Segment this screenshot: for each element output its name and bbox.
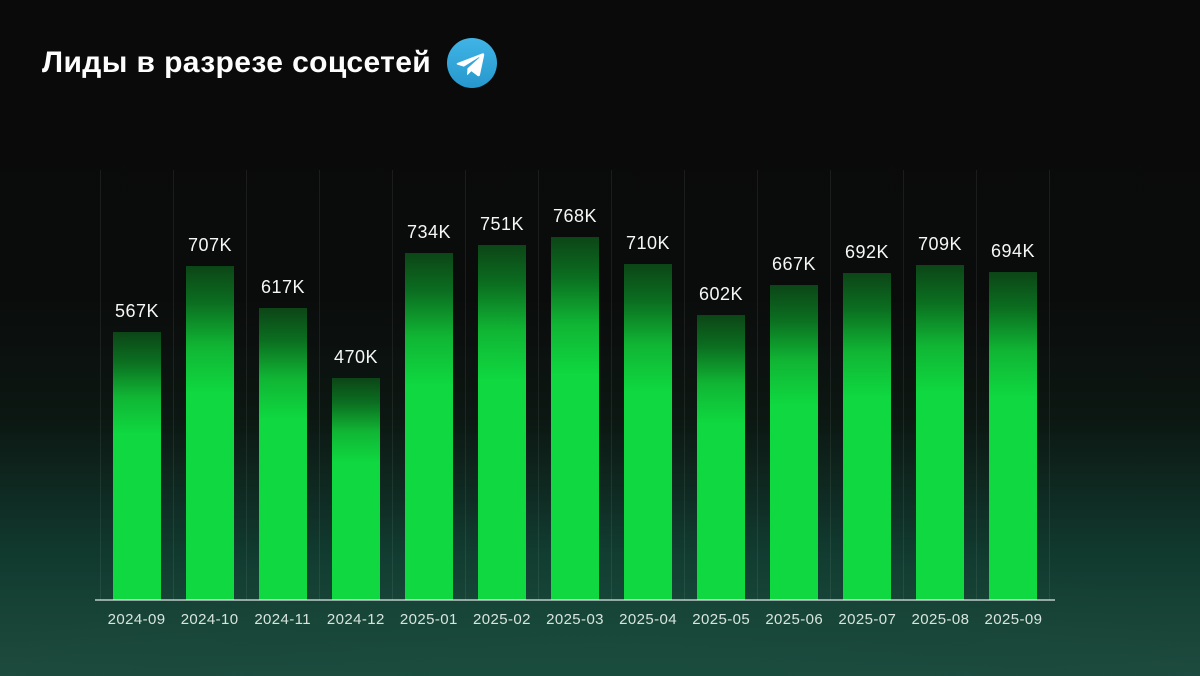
bar-value-label: 667K	[771, 254, 817, 274]
bar-column: 667K	[757, 170, 830, 600]
bar-column: 751K	[465, 170, 538, 600]
bar-column: 734K	[392, 170, 465, 600]
bar-column: 709K	[903, 170, 976, 600]
bar	[697, 315, 745, 600]
bar-column: 707K	[173, 170, 246, 600]
bar	[770, 285, 818, 600]
bar-column: 602K	[684, 170, 757, 600]
x-axis-label: 2025-06	[765, 611, 824, 628]
bar-value-label: 707K	[187, 235, 233, 255]
bar-column: 567K	[100, 170, 173, 600]
bar-value-label: 470K	[333, 347, 379, 367]
bar	[551, 237, 599, 600]
page-title: Лиды в разрезе соцсетей	[42, 46, 432, 79]
bar-chart-columns: 567K 707K 617K 470K 734K 751K 768K	[100, 170, 1050, 600]
bar-value-label: 710K	[625, 233, 671, 253]
bar	[478, 245, 526, 600]
x-axis-label: 2025-04	[619, 611, 678, 628]
bar	[113, 332, 161, 600]
x-axis-label: 2025-03	[546, 611, 604, 628]
bar-column: 710K	[611, 170, 684, 600]
bar	[259, 308, 307, 600]
bar-value-label: 709K	[917, 234, 963, 254]
x-axis-label: 2025-01	[399, 611, 458, 628]
bar-value-label: 694K	[990, 241, 1036, 261]
bar-column: 470K	[319, 170, 392, 600]
x-axis-label: 2025-02	[473, 611, 531, 628]
x-axis-label: 2024-12	[326, 611, 385, 628]
bar-column: 617K	[246, 170, 319, 600]
bar-chart: 567K 707K 617K 470K 734K 751K 768K	[95, 170, 1055, 601]
bar	[624, 264, 672, 600]
bar-value-label: 617K	[260, 277, 306, 297]
bar	[186, 266, 234, 600]
x-axis-label: 2024-09	[107, 611, 166, 628]
bar	[405, 253, 453, 600]
bar-value-label: 768K	[552, 206, 598, 226]
x-axis-label: 2024-10	[180, 611, 239, 628]
x-axis-labels: 2024-09 2024-10 2024-11 2024-12 2025-01 2025-…	[100, 611, 1050, 628]
x-axis-label: 2025-09	[984, 611, 1043, 628]
header: Лиды в разрезе соцсетей	[42, 38, 498, 88]
bar	[332, 378, 380, 600]
x-axis-label: 2025-08	[911, 611, 970, 628]
bar	[989, 272, 1037, 600]
bar-value-label: 751K	[479, 214, 525, 234]
x-axis-label: 2025-07	[838, 611, 897, 628]
bar-value-label: 692K	[844, 242, 890, 262]
bar-value-label: 567K	[114, 301, 160, 321]
telegram-icon	[447, 38, 498, 88]
x-axis-label: 2024-11	[254, 611, 312, 628]
x-axis-label: 2025-05	[692, 611, 751, 628]
bar-value-label: 602K	[698, 284, 744, 304]
bar	[916, 265, 964, 600]
bar	[843, 273, 891, 600]
x-axis-baseline	[95, 599, 1055, 601]
bar-column: 692K	[830, 170, 903, 600]
bar-value-label: 734K	[406, 222, 452, 242]
bar-column: 694K	[976, 170, 1049, 600]
bar-column: 768K	[538, 170, 611, 600]
